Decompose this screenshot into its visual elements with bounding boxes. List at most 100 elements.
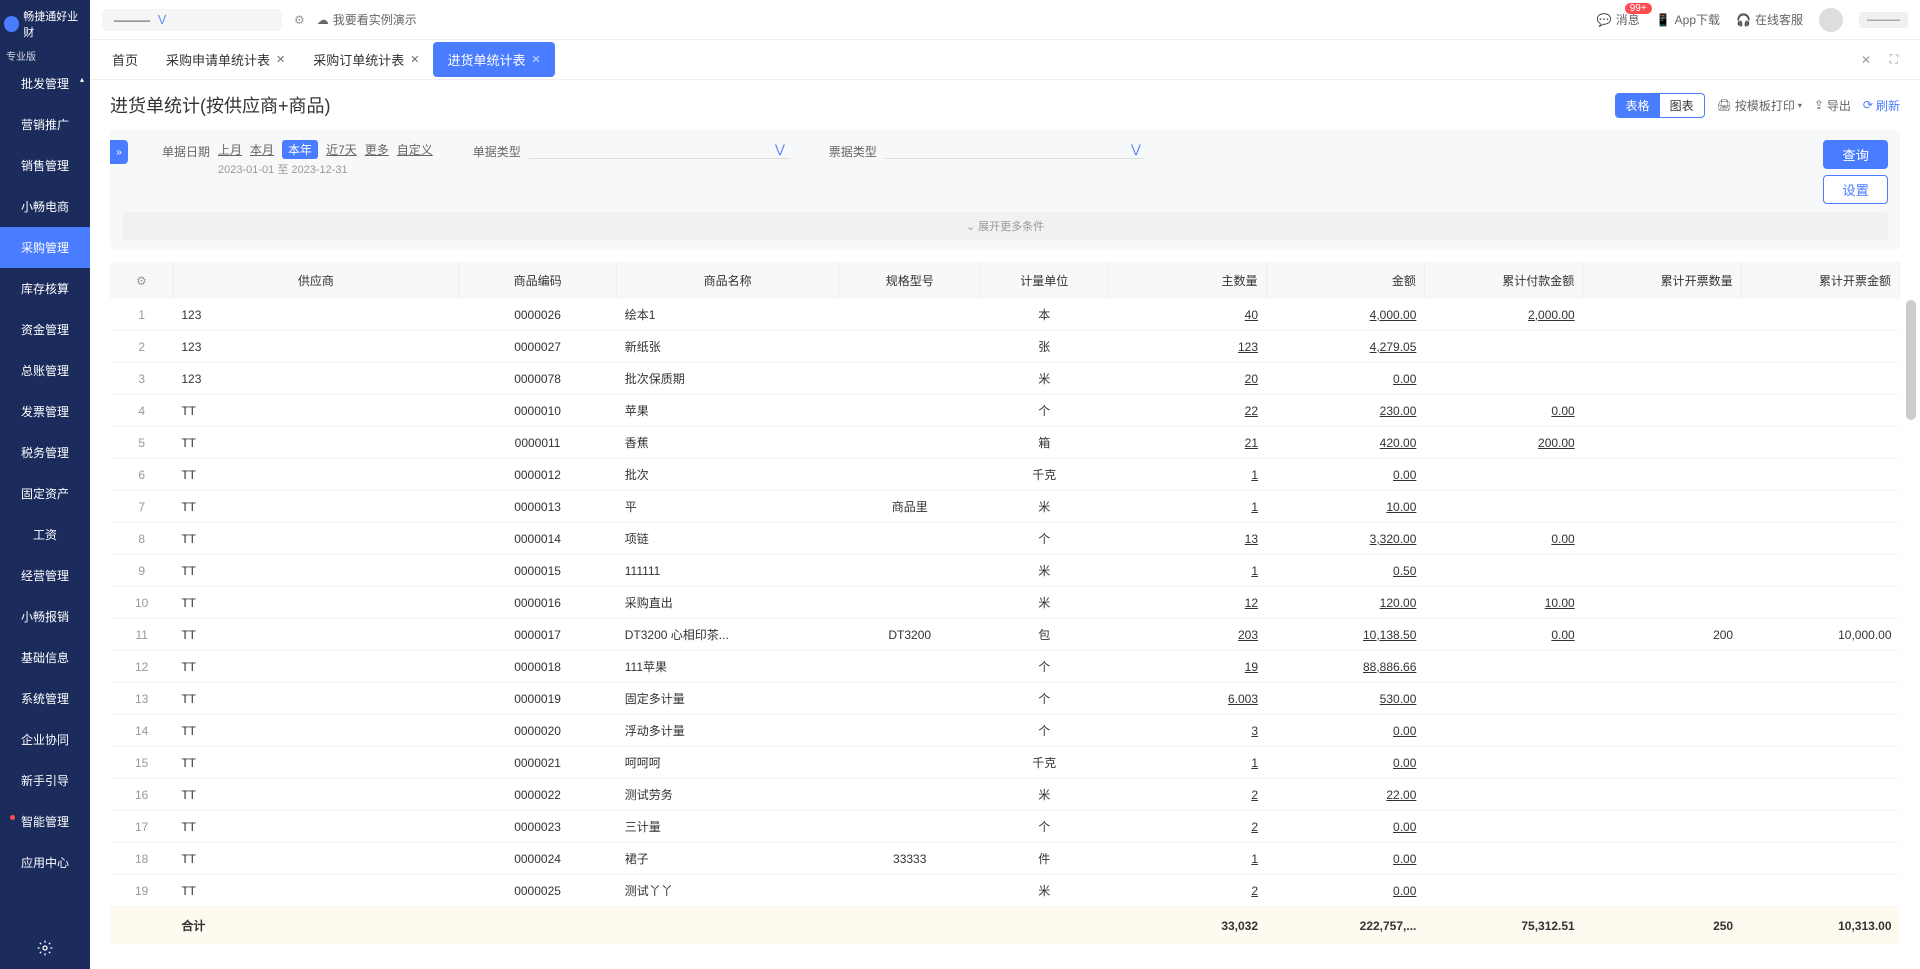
drill-link[interactable]: 22 bbox=[1245, 404, 1258, 418]
drill-link[interactable]: 10.00 bbox=[1386, 500, 1416, 514]
drill-link[interactable]: 0.00 bbox=[1393, 820, 1416, 834]
username[interactable]: ——— bbox=[1859, 12, 1908, 28]
column-header[interactable]: 累计付款金额 bbox=[1424, 262, 1582, 299]
drill-link[interactable]: 0.00 bbox=[1551, 404, 1574, 418]
cell[interactable]: 230.00 bbox=[1266, 395, 1424, 427]
cell[interactable]: 20 bbox=[1108, 363, 1266, 395]
org-selector[interactable]: ——— ⋁ bbox=[102, 9, 282, 31]
cell[interactable]: 1 bbox=[1108, 843, 1266, 875]
sidebar-item[interactable]: 企业协同 bbox=[0, 719, 90, 760]
sidebar-item[interactable]: 应用中心 bbox=[0, 842, 90, 883]
table-row[interactable]: 17TT0000023三计量个20.00 bbox=[110, 811, 1900, 843]
drill-link[interactable]: 13 bbox=[1245, 532, 1258, 546]
close-icon[interactable]: ✕ bbox=[276, 53, 285, 66]
drill-link[interactable]: 1 bbox=[1251, 852, 1258, 866]
drill-link[interactable]: 0.00 bbox=[1393, 756, 1416, 770]
drill-link[interactable]: 0.00 bbox=[1393, 372, 1416, 386]
cell[interactable]: 2 bbox=[1108, 779, 1266, 811]
sidebar-item[interactable]: 小畅报销 bbox=[0, 596, 90, 637]
cell[interactable]: 0.00 bbox=[1424, 395, 1582, 427]
drill-link[interactable]: 40 bbox=[1245, 308, 1258, 322]
date-option[interactable]: 本月 bbox=[250, 141, 274, 158]
refresh-button[interactable]: ⟳ 刷新 bbox=[1863, 97, 1900, 114]
cell[interactable]: 0.00 bbox=[1266, 875, 1424, 907]
drill-link[interactable]: 123 bbox=[1238, 340, 1258, 354]
drill-link[interactable]: 3,320.00 bbox=[1370, 532, 1417, 546]
cell[interactable]: 12 bbox=[1108, 587, 1266, 619]
cell[interactable]: 3 bbox=[1108, 715, 1266, 747]
filter-settings-button[interactable]: 设置 bbox=[1823, 175, 1888, 204]
table-row[interactable]: 7TT0000013平商品里米110.00 bbox=[110, 491, 1900, 523]
tab[interactable]: 首页 bbox=[98, 42, 152, 77]
table-row[interactable]: 10TT0000016采购直出米12120.0010.00 bbox=[110, 587, 1900, 619]
date-option[interactable]: 自定义 bbox=[397, 141, 433, 158]
drill-link[interactable]: 0.00 bbox=[1393, 852, 1416, 866]
cell[interactable]: 420.00 bbox=[1266, 427, 1424, 459]
cell[interactable]: 21 bbox=[1108, 427, 1266, 459]
cell[interactable]: 0.00 bbox=[1266, 843, 1424, 875]
sidebar-item[interactable]: 新手引导 bbox=[0, 760, 90, 801]
print-button[interactable]: 🖨 按模板打印 ▾ bbox=[1717, 97, 1802, 114]
cell[interactable]: 200.00 bbox=[1424, 427, 1582, 459]
gear-icon[interactable]: ⚙ bbox=[294, 13, 305, 27]
demo-link[interactable]: ☁ 我要看实例演示 bbox=[317, 11, 417, 28]
query-button[interactable]: 查询 bbox=[1823, 140, 1888, 169]
drill-link[interactable]: 3 bbox=[1251, 724, 1258, 738]
drill-link[interactable]: 0.00 bbox=[1393, 884, 1416, 898]
column-header[interactable]: 累计开票金额 bbox=[1741, 262, 1899, 299]
sidebar-item[interactable]: 基础信息 bbox=[0, 637, 90, 678]
cell[interactable]: 6.003 bbox=[1108, 683, 1266, 715]
service-button[interactable]: 🎧 在线客服 bbox=[1736, 11, 1803, 28]
cell[interactable]: 19 bbox=[1108, 651, 1266, 683]
table-row[interactable]: 9TT0000015111111米10.50 bbox=[110, 555, 1900, 587]
drill-link[interactable]: 10.00 bbox=[1545, 596, 1575, 610]
table-row[interactable]: 31230000078批次保质期米200.00 bbox=[110, 363, 1900, 395]
close-icon[interactable]: ✕ bbox=[532, 53, 541, 66]
cell[interactable]: 22 bbox=[1108, 395, 1266, 427]
sidebar-item[interactable]: 库存核算 bbox=[0, 268, 90, 309]
drill-link[interactable]: 0.00 bbox=[1393, 724, 1416, 738]
cell[interactable]: 1 bbox=[1108, 555, 1266, 587]
column-header[interactable]: 主数量 bbox=[1108, 262, 1266, 299]
tab[interactable]: 采购申请单统计表✕ bbox=[152, 42, 299, 77]
date-option[interactable]: 上月 bbox=[218, 141, 242, 158]
drill-link[interactable]: 2,000.00 bbox=[1528, 308, 1575, 322]
sidebar-item[interactable]: 经营管理 bbox=[0, 555, 90, 596]
drill-link[interactable]: 420.00 bbox=[1380, 436, 1417, 450]
cell[interactable]: 0.00 bbox=[1266, 747, 1424, 779]
date-option[interactable]: 本年 bbox=[282, 140, 318, 159]
cell[interactable]: 0.00 bbox=[1266, 715, 1424, 747]
drill-link[interactable]: 12 bbox=[1245, 596, 1258, 610]
vertical-scrollbar[interactable] bbox=[1906, 300, 1916, 420]
cell[interactable]: 0.50 bbox=[1266, 555, 1424, 587]
table-row[interactable]: 18TT0000024裙子33333件10.00 bbox=[110, 843, 1900, 875]
close-icon[interactable]: ✕ bbox=[410, 53, 419, 66]
sidebar-item[interactable]: 系统管理 bbox=[0, 678, 90, 719]
date-option[interactable]: 更多 bbox=[365, 141, 389, 158]
download-button[interactable]: 📱 App下载 bbox=[1656, 11, 1720, 28]
tab[interactable]: 进货单统计表✕ bbox=[433, 42, 554, 77]
view-table-button[interactable]: 表格 bbox=[1616, 94, 1660, 117]
cell[interactable]: 0.00 bbox=[1424, 619, 1582, 651]
drill-link[interactable]: 22.00 bbox=[1386, 788, 1416, 802]
invoice-type-select[interactable]: ⋁ bbox=[885, 140, 1145, 159]
drill-link[interactable]: 1 bbox=[1251, 468, 1258, 482]
drill-link[interactable]: 4,000.00 bbox=[1370, 308, 1417, 322]
cell[interactable]: 1 bbox=[1108, 491, 1266, 523]
column-header[interactable]: 商品编码 bbox=[458, 262, 616, 299]
cell[interactable]: 22.00 bbox=[1266, 779, 1424, 811]
drill-link[interactable]: 203 bbox=[1238, 628, 1258, 642]
cell[interactable]: 10.00 bbox=[1266, 491, 1424, 523]
expand-filters-button[interactable]: ⌄ 展开更多条件 bbox=[122, 212, 1888, 240]
sidebar-item[interactable]: 总账管理 bbox=[0, 350, 90, 391]
drill-link[interactable]: 4,279.05 bbox=[1370, 340, 1417, 354]
drill-link[interactable]: 230.00 bbox=[1380, 404, 1417, 418]
cell[interactable]: 1 bbox=[1108, 747, 1266, 779]
table-row[interactable]: 19TT0000025测试丫丫米20.00 bbox=[110, 875, 1900, 907]
column-header[interactable]: 规格型号 bbox=[838, 262, 981, 299]
cell[interactable]: 123 bbox=[1108, 331, 1266, 363]
column-header[interactable]: 供应商 bbox=[173, 262, 458, 299]
table-row[interactable]: 13TT0000019固定多计量个6.003530.00 bbox=[110, 683, 1900, 715]
cell[interactable]: 1 bbox=[1108, 459, 1266, 491]
drill-link[interactable]: 19 bbox=[1245, 660, 1258, 674]
